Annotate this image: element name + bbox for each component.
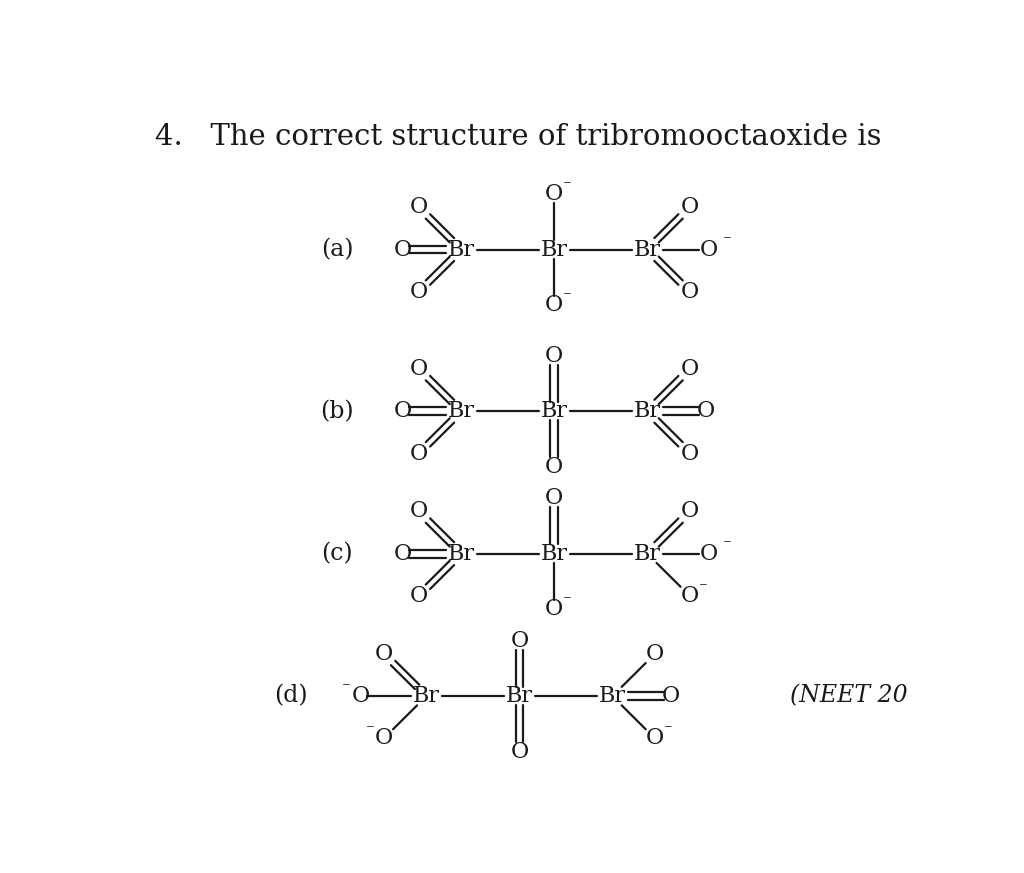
- Text: Br: Br: [413, 685, 440, 707]
- Text: O: O: [410, 585, 428, 607]
- Text: O: O: [394, 543, 413, 565]
- Text: Br: Br: [447, 543, 475, 565]
- Text: O: O: [545, 294, 563, 316]
- Text: O: O: [545, 487, 563, 509]
- Text: O: O: [662, 685, 680, 707]
- Text: Br: Br: [447, 400, 475, 423]
- Text: (a): (a): [321, 238, 353, 261]
- Text: Br: Br: [447, 238, 475, 260]
- Text: ⁻: ⁻: [563, 178, 571, 195]
- Text: ⁻: ⁻: [563, 289, 571, 306]
- Text: O: O: [681, 585, 699, 607]
- Text: O: O: [700, 238, 719, 260]
- Text: Br: Br: [541, 543, 567, 565]
- Text: O: O: [545, 183, 563, 205]
- Text: O: O: [545, 345, 563, 367]
- Text: ⁻: ⁻: [342, 680, 351, 697]
- Text: O: O: [700, 543, 719, 565]
- Text: O: O: [351, 685, 370, 707]
- Text: ⁻: ⁻: [664, 722, 673, 739]
- Text: O: O: [646, 727, 665, 749]
- Text: O: O: [375, 643, 393, 664]
- Text: O: O: [545, 598, 563, 620]
- Text: O: O: [394, 238, 413, 260]
- Text: O: O: [681, 281, 699, 303]
- Text: O: O: [410, 196, 428, 218]
- Text: ⁻: ⁻: [723, 538, 731, 554]
- Text: O: O: [394, 400, 413, 423]
- Text: Br: Br: [541, 400, 567, 423]
- Text: O: O: [375, 727, 393, 749]
- Text: Br: Br: [541, 238, 567, 260]
- Text: O: O: [510, 629, 528, 651]
- Text: O: O: [410, 443, 428, 464]
- Text: (b): (b): [321, 400, 354, 423]
- Text: Br: Br: [506, 685, 532, 707]
- Text: O: O: [410, 358, 428, 380]
- Text: Br: Br: [634, 238, 660, 260]
- Text: ⁻: ⁻: [366, 722, 374, 739]
- Text: O: O: [681, 358, 699, 380]
- Text: O: O: [681, 443, 699, 464]
- Text: (d): (d): [274, 684, 307, 708]
- Text: O: O: [681, 500, 699, 522]
- Text: (c): (c): [322, 542, 353, 565]
- Text: Br: Br: [599, 685, 626, 707]
- Text: ⁻: ⁻: [698, 580, 708, 597]
- Text: (NEET 20: (NEET 20: [790, 684, 907, 708]
- Text: Br: Br: [634, 543, 660, 565]
- Text: O: O: [646, 643, 665, 664]
- Text: O: O: [681, 196, 699, 218]
- Text: O: O: [696, 400, 715, 423]
- Text: O: O: [410, 281, 428, 303]
- Text: ⁻: ⁻: [723, 233, 731, 251]
- Text: ⁻: ⁻: [563, 593, 571, 610]
- Text: 4.   The correct structure of tribromooctaoxide is: 4. The correct structure of tribromoocta…: [155, 123, 882, 151]
- Text: O: O: [545, 456, 563, 478]
- Text: O: O: [410, 500, 428, 522]
- Text: Br: Br: [634, 400, 660, 423]
- Text: O: O: [510, 740, 528, 762]
